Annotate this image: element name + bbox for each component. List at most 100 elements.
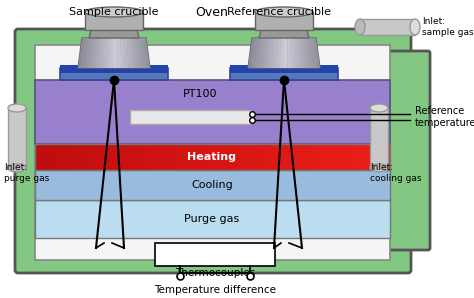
Polygon shape [303,38,309,68]
Bar [159,144,169,170]
Bar [319,144,329,170]
Bar [142,144,151,170]
Bar [79,144,89,170]
Bar [35,144,390,170]
Text: Purge gas: Purge gas [184,214,240,224]
Bar [35,200,390,238]
Text: PT100: PT100 [183,89,217,99]
Polygon shape [92,38,98,68]
Polygon shape [293,38,299,68]
Bar [124,144,134,170]
Polygon shape [78,38,85,68]
Polygon shape [89,30,139,38]
Polygon shape [140,38,146,68]
Text: Inlet:
purge gas: Inlet: purge gas [4,163,49,183]
Bar [230,144,240,170]
Polygon shape [89,38,95,68]
Polygon shape [110,38,114,68]
Polygon shape [310,38,317,68]
Bar [133,144,143,170]
Polygon shape [103,38,108,68]
Ellipse shape [255,7,313,17]
Polygon shape [306,38,313,68]
Polygon shape [297,38,302,68]
Ellipse shape [370,104,388,112]
Bar [62,144,72,170]
Bar [239,144,249,170]
Polygon shape [133,38,139,68]
Bar [212,144,222,170]
Polygon shape [137,38,143,68]
Bar [186,144,196,170]
Polygon shape [259,38,265,68]
Bar [115,144,125,170]
Bar [8,108,26,168]
Bar [35,80,390,144]
Polygon shape [277,38,281,68]
Polygon shape [120,38,125,68]
Bar [85,12,143,30]
Bar [328,144,338,170]
Text: Thermocouples: Thermocouples [175,268,255,278]
Text: Inlet:
cooling gas: Inlet: cooling gas [370,163,421,183]
Polygon shape [248,38,255,68]
Bar [221,144,231,170]
Bar [204,144,213,170]
Bar [150,144,160,170]
Bar [35,144,45,170]
Bar [283,144,293,170]
Bar [301,144,311,170]
Text: Heating: Heating [188,152,237,162]
Ellipse shape [370,164,388,172]
Ellipse shape [410,19,420,35]
Bar [88,144,98,170]
Bar [106,144,116,170]
Text: Reference crucible: Reference crucible [227,7,331,17]
Text: Reference
temperature: Reference temperature [415,106,474,128]
Polygon shape [284,38,288,68]
Polygon shape [259,30,309,38]
Bar [266,144,275,170]
Bar [248,144,258,170]
Ellipse shape [8,104,26,112]
Bar [310,144,320,170]
Polygon shape [127,38,132,68]
Bar [257,144,267,170]
Polygon shape [291,38,295,68]
Bar [155,243,275,266]
Polygon shape [270,38,274,68]
Polygon shape [78,38,150,68]
Bar [337,144,346,170]
Polygon shape [130,38,136,68]
Polygon shape [252,38,258,68]
Polygon shape [287,38,291,68]
Polygon shape [273,38,278,68]
Bar [195,144,205,170]
FancyBboxPatch shape [388,51,430,250]
Polygon shape [248,38,320,68]
Bar [255,12,313,30]
Bar [53,144,63,170]
Polygon shape [124,38,128,68]
Bar [97,144,107,170]
Polygon shape [266,38,271,68]
Bar [35,170,390,200]
Ellipse shape [355,19,365,35]
Bar [372,144,382,170]
Bar [370,108,388,168]
Bar [360,19,415,35]
Ellipse shape [8,164,26,172]
Bar [355,144,365,170]
Bar [381,144,391,170]
Bar [364,144,373,170]
Polygon shape [143,38,150,68]
Polygon shape [100,38,104,68]
Bar [130,110,250,124]
Bar [71,144,81,170]
Polygon shape [107,38,111,68]
Polygon shape [82,38,88,68]
Bar [60,68,168,80]
Polygon shape [114,38,118,68]
FancyBboxPatch shape [15,29,411,273]
Text: Oven: Oven [196,5,228,18]
